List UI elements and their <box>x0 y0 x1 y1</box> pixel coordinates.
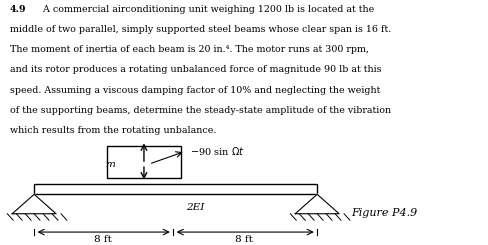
Text: which results from the rotating unbalance.: which results from the rotating unbalanc… <box>10 126 216 135</box>
Text: 4.9: 4.9 <box>10 5 26 13</box>
Bar <box>34 184 317 194</box>
Text: of the supporting beams, determine the steady-state amplitude of the vibration: of the supporting beams, determine the s… <box>10 106 391 115</box>
Text: Figure P4.9: Figure P4.9 <box>351 208 418 218</box>
Text: and its rotor produces a rotating unbalanced force of magnitude 90 lb at this: and its rotor produces a rotating unbala… <box>10 65 381 74</box>
Text: 8 ft: 8 ft <box>235 235 253 244</box>
Polygon shape <box>295 194 339 214</box>
Text: speed. Assuming a viscous damping factor of 10% and neglecting the weight: speed. Assuming a viscous damping factor… <box>10 86 380 95</box>
Text: $-$90 sin $\Omega t$: $-$90 sin $\Omega t$ <box>190 145 245 157</box>
Text: middle of two parallel, simply supported steel beams whose clear span is 16 ft.: middle of two parallel, simply supported… <box>10 25 391 34</box>
Text: 2EI: 2EI <box>186 203 204 212</box>
Text: m: m <box>105 160 115 169</box>
Text: A commercial airconditioning unit weighing 1200 lb is located at the: A commercial airconditioning unit weighi… <box>40 5 374 13</box>
Bar <box>107 146 181 178</box>
Text: 8 ft: 8 ft <box>94 235 111 244</box>
Polygon shape <box>12 194 56 214</box>
Text: The moment of inertia of each beam is 20 in.⁴. The motor runs at 300 rpm,: The moment of inertia of each beam is 20… <box>10 45 369 54</box>
